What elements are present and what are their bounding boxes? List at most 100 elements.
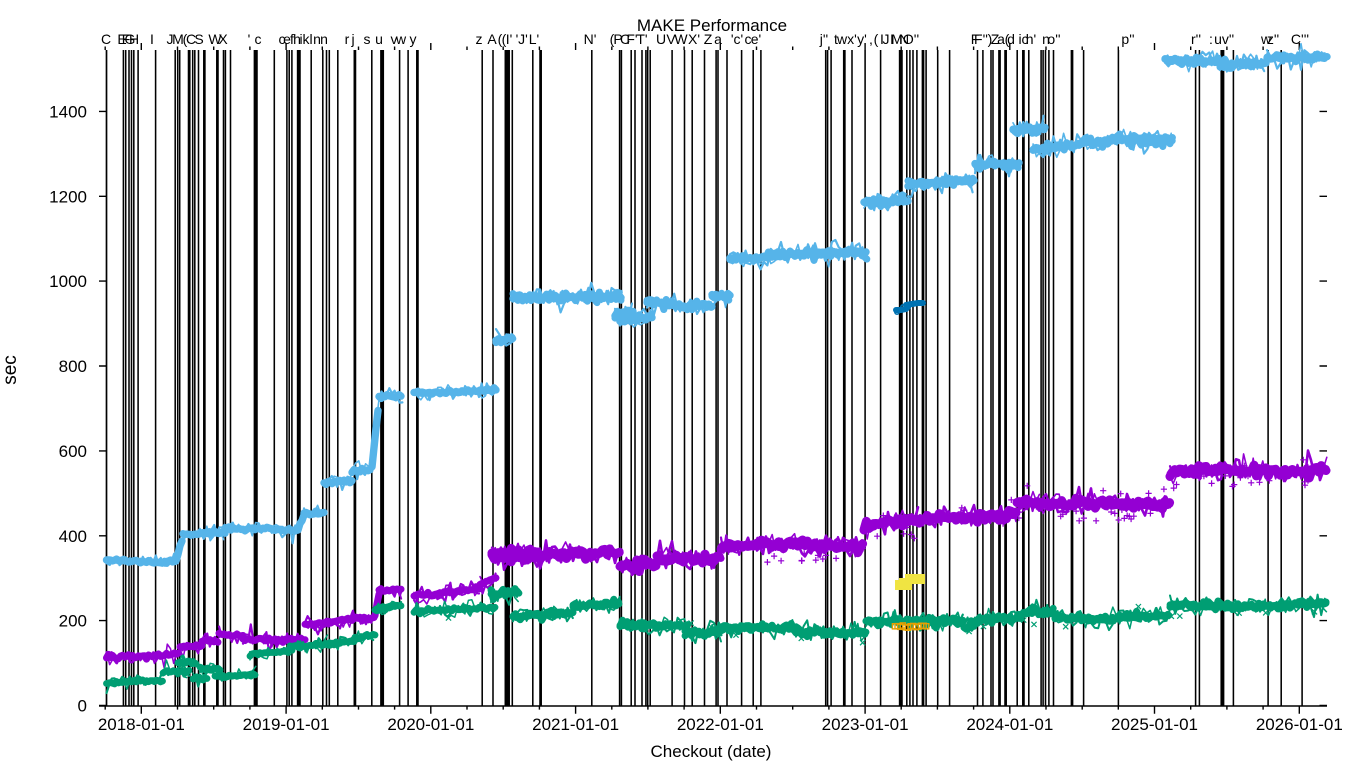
svg-text:n: n	[313, 31, 321, 47]
svg-text:600: 600	[59, 442, 87, 461]
svg-text:0: 0	[78, 697, 87, 716]
svg-text:i: i	[1018, 31, 1021, 47]
svg-text:H: H	[129, 31, 139, 47]
svg-text:C: C	[620, 31, 630, 47]
svg-text:S: S	[194, 31, 203, 47]
svg-text:P: P	[613, 31, 622, 47]
svg-text:I: I	[880, 31, 884, 47]
svg-text:u: u	[1214, 31, 1222, 47]
svg-text:): )	[988, 31, 993, 47]
svg-text:(: (	[498, 31, 503, 47]
svg-text:F': F'	[626, 31, 637, 47]
svg-text:N': N'	[584, 31, 597, 47]
svg-text:c: c	[279, 31, 286, 47]
svg-text:O'': O''	[903, 31, 919, 47]
svg-text:2021-01-01: 2021-01-01	[532, 715, 619, 734]
svg-text:p'': p''	[1121, 31, 1134, 47]
svg-text:y': y'	[857, 31, 867, 47]
svg-text:1400: 1400	[49, 102, 87, 121]
svg-text:2025-01-01: 2025-01-01	[1111, 715, 1198, 734]
svg-text:c: c	[745, 31, 752, 47]
svg-text:z: z	[476, 31, 483, 47]
svg-text:J': J'	[518, 31, 528, 47]
svg-text:x': x'	[847, 31, 857, 47]
svg-text:2018-01-01: 2018-01-01	[98, 715, 185, 734]
svg-text:G: G	[125, 31, 136, 47]
svg-text:1000: 1000	[49, 272, 87, 291]
svg-text:2020-01-01: 2020-01-01	[387, 715, 474, 734]
svg-text:(: (	[183, 31, 188, 47]
svg-text:V: V	[666, 31, 676, 47]
svg-text:'c': 'c'	[731, 31, 743, 47]
svg-text:A: A	[487, 31, 497, 47]
svg-text:X': X'	[688, 31, 700, 47]
svg-text:z'': z''	[1267, 31, 1279, 47]
svg-text:E: E	[117, 31, 126, 47]
svg-text:(: (	[874, 31, 879, 47]
svg-text:2023-01-01: 2023-01-01	[822, 715, 909, 734]
svg-text:M: M	[891, 31, 903, 47]
svg-text:400: 400	[59, 527, 87, 546]
svg-text:2019-01-01: 2019-01-01	[243, 715, 330, 734]
svg-text:C: C	[101, 31, 111, 47]
svg-text:r'': r''	[1191, 31, 1201, 47]
svg-text:F'': F''	[974, 31, 988, 47]
svg-text:800: 800	[59, 357, 87, 376]
svg-text:j'': j''	[819, 31, 828, 47]
svg-text:T': T'	[636, 31, 647, 47]
svg-text:l: l	[309, 31, 312, 47]
svg-text:c: c	[255, 31, 262, 47]
svg-text:v'': v''	[1222, 31, 1234, 47]
svg-text:n: n	[1042, 31, 1050, 47]
svg-text:Z: Z	[991, 31, 1000, 47]
svg-text:2026-01-01: 2026-01-01	[1256, 715, 1343, 734]
svg-text:J: J	[883, 31, 890, 47]
svg-text:N: N	[899, 31, 909, 47]
svg-text:,: ,	[869, 31, 873, 47]
svg-text:u: u	[375, 31, 383, 47]
svg-text:o'': o''	[1047, 31, 1060, 47]
svg-text:C: C	[186, 31, 196, 47]
svg-text:f: f	[290, 31, 294, 47]
svg-text:t: t	[834, 31, 838, 47]
svg-text:M: M	[172, 31, 184, 47]
svg-text:h: h	[293, 31, 301, 47]
svg-text:': '	[248, 31, 251, 47]
svg-text:I: I	[150, 31, 154, 47]
svg-text:c: c	[1022, 31, 1029, 47]
svg-text:2022-01-01: 2022-01-01	[677, 715, 764, 734]
svg-text:v: v	[391, 31, 398, 47]
svg-text:sec: sec	[0, 355, 21, 385]
svg-text:F: F	[122, 31, 131, 47]
svg-text:w: w	[395, 31, 407, 47]
svg-text:Z: Z	[704, 31, 713, 47]
svg-text:': '	[516, 31, 519, 47]
svg-text:L': L'	[529, 31, 539, 47]
svg-text:U: U	[656, 31, 666, 47]
svg-text:(: (	[610, 31, 615, 47]
svg-text:k: k	[303, 31, 311, 47]
svg-text:C''': C'''	[1291, 31, 1309, 47]
svg-text:(: (	[1005, 31, 1010, 47]
svg-text:W: W	[208, 31, 222, 47]
svg-text:J: J	[167, 31, 174, 47]
svg-text:n: n	[320, 31, 328, 47]
svg-text:MAKE Performance: MAKE Performance	[637, 16, 787, 35]
svg-text::: :	[1209, 31, 1213, 47]
svg-text:1200: 1200	[49, 187, 87, 206]
svg-text:i: i	[299, 31, 302, 47]
svg-text:e: e	[283, 31, 291, 47]
svg-text:r: r	[345, 31, 350, 47]
svg-text:y: y	[410, 31, 417, 47]
svg-text:a: a	[714, 31, 722, 47]
svg-text:a: a	[997, 31, 1005, 47]
svg-text:j: j	[350, 31, 354, 47]
svg-text:I: I	[890, 31, 894, 47]
svg-text:X: X	[218, 31, 228, 47]
svg-text:F: F	[971, 31, 980, 47]
svg-text:d: d	[1007, 31, 1015, 47]
svg-text:w: w	[1260, 31, 1272, 47]
svg-text:h': h'	[1026, 31, 1036, 47]
svg-text:s: s	[364, 31, 371, 47]
svg-text:W: W	[674, 31, 688, 47]
